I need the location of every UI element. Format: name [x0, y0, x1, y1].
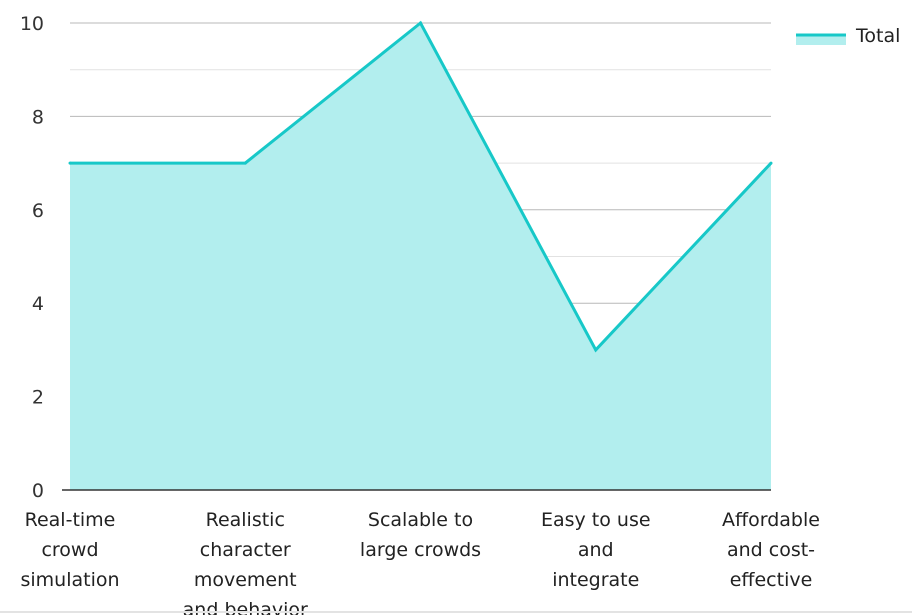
data-point-3	[594, 348, 598, 352]
area-fill-total	[70, 23, 771, 490]
x-tick-label-4: Affordable and cost-effective	[722, 509, 820, 591]
data-point-2	[419, 21, 422, 25]
x-tick-label-line: crowd	[41, 539, 98, 561]
x-tick-label-line: Realistic	[206, 509, 285, 531]
x-tick-label-line: Easy to use	[541, 509, 651, 531]
y-tick-label-4: 4	[32, 293, 44, 315]
x-tick-label-0: Real-time crowd simulation	[20, 509, 119, 591]
x-tick-label-line: Affordable	[722, 509, 820, 531]
x-tick-label-line: effective	[730, 569, 813, 591]
y-tick-label-0: 0	[32, 480, 44, 502]
x-tick-label-line: simulation	[20, 569, 119, 591]
x-tick-label-line: Real-time	[25, 509, 116, 531]
data-point-0	[68, 161, 72, 165]
x-tick-label-line: character	[200, 539, 291, 561]
y-tick-label-10: 10	[20, 13, 44, 35]
x-tick-label-line: large crowds	[360, 539, 481, 561]
x-tick-label-1: Realistic character movement and behavior	[183, 509, 308, 615]
y-tick-label-2: 2	[32, 387, 44, 409]
x-tick-label-2: Scalable to large crowds	[360, 509, 481, 561]
data-point-1	[243, 161, 247, 165]
y-axis: 0 2 4 6 8 10	[20, 13, 44, 502]
x-tick-label-line: movement	[194, 569, 297, 591]
legend: Total	[796, 25, 900, 47]
legend-swatch	[796, 35, 846, 45]
x-tick-label-line: Scalable to	[368, 509, 473, 531]
x-tick-label-line: integrate	[552, 569, 639, 591]
area-series	[68, 20, 773, 490]
data-point-4	[769, 161, 773, 165]
x-axis: Real-time crowd simulation Realistic charact…	[20, 489, 820, 615]
bottom-divider	[0, 611, 912, 613]
legend-label-total: Total	[855, 25, 900, 47]
y-tick-label-8: 8	[32, 106, 44, 128]
x-tick-label-line: and cost-	[727, 539, 815, 561]
x-tick-label-3: Easy to use and integrate	[541, 509, 651, 591]
x-tick-label-line: and	[578, 539, 614, 561]
y-tick-label-6: 6	[32, 200, 44, 222]
